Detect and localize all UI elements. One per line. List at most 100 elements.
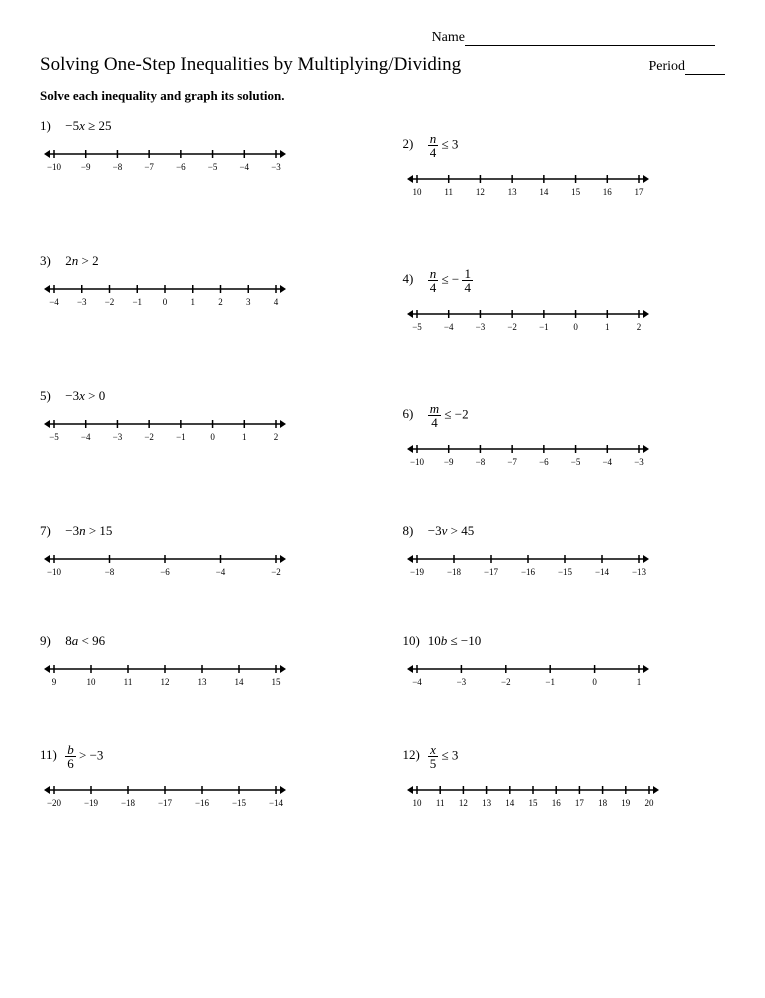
svg-text:2: 2	[636, 322, 641, 332]
svg-text:15: 15	[571, 187, 581, 197]
number-line-wrap: −4−3−2−101234	[40, 279, 363, 313]
svg-text:9: 9	[52, 677, 57, 687]
svg-text:14: 14	[505, 798, 515, 808]
number-line: −10−9−8−7−6−5−4−3	[403, 439, 653, 473]
svg-text:2: 2	[274, 432, 279, 442]
svg-text:0: 0	[210, 432, 215, 442]
svg-text:−4: −4	[412, 677, 422, 687]
problem: 2) n4 ≤ 31011121314151617	[403, 132, 726, 203]
problem: 5) −3x > 0−5−4−3−2−1012	[40, 388, 363, 473]
svg-text:−9: −9	[81, 162, 91, 172]
title-row: Solving One-Step Inequalities by Multipl…	[40, 54, 725, 76]
svg-text:−10: −10	[47, 567, 62, 577]
svg-text:2: 2	[218, 297, 223, 307]
svg-text:−2: −2	[271, 567, 281, 577]
svg-text:−2: −2	[507, 322, 517, 332]
svg-text:1: 1	[191, 297, 196, 307]
svg-text:20: 20	[644, 798, 654, 808]
number-line-wrap: −10−9−8−7−6−5−4−3	[403, 439, 726, 473]
svg-text:0: 0	[163, 297, 168, 307]
svg-text:−4: −4	[239, 162, 249, 172]
number-line: −19−18−17−16−15−14−13	[403, 549, 653, 583]
svg-text:−2: −2	[501, 677, 511, 687]
svg-text:−3: −3	[634, 457, 644, 467]
period-field: Period	[648, 59, 725, 75]
number-line-wrap: −19−18−17−16−15−14−13	[403, 549, 726, 583]
svg-text:19: 19	[621, 798, 631, 808]
svg-text:−17: −17	[158, 798, 173, 808]
instructions: Solve each inequality and graph its solu…	[40, 88, 725, 104]
problem-statement: 1) −5x ≥ 25	[40, 118, 363, 134]
number-line-wrap: −4−3−2−101	[403, 659, 726, 693]
svg-text:−5: −5	[49, 432, 59, 442]
number-line: −4−3−2−101	[403, 659, 653, 693]
svg-text:13: 13	[198, 677, 208, 687]
svg-text:−20: −20	[47, 798, 62, 808]
svg-text:−8: −8	[113, 162, 123, 172]
svg-text:10: 10	[412, 187, 422, 197]
svg-text:−3: −3	[271, 162, 281, 172]
svg-text:16: 16	[602, 187, 612, 197]
svg-text:−1: −1	[539, 322, 549, 332]
svg-text:−3: −3	[456, 677, 466, 687]
number-line: 1011121314151617181920	[403, 780, 663, 814]
problem-statement: 3) 2n > 2	[40, 253, 363, 269]
problem: 12) x5 ≤ 31011121314151617181920	[403, 743, 726, 814]
svg-text:−4: −4	[216, 567, 226, 577]
problem-statement: 11) b6 > −3	[40, 743, 363, 770]
svg-text:−6: −6	[160, 567, 170, 577]
problem-statement: 8) −3v > 45	[403, 523, 726, 539]
svg-text:12: 12	[475, 187, 484, 197]
number-line: −5−4−3−2−1012	[40, 414, 290, 448]
svg-text:−3: −3	[475, 322, 485, 332]
problem: 3) 2n > 2−4−3−2−101234	[40, 253, 363, 338]
svg-text:12: 12	[161, 677, 170, 687]
svg-text:−1: −1	[545, 677, 555, 687]
number-line: 1011121314151617	[403, 169, 653, 203]
svg-text:16: 16	[551, 798, 561, 808]
svg-text:−6: −6	[176, 162, 186, 172]
svg-text:1: 1	[605, 322, 610, 332]
number-line-wrap: −10 −8 −6 −4 −2	[40, 549, 363, 583]
number-line: −4−3−2−101234	[40, 279, 290, 313]
svg-text:−4: −4	[443, 322, 453, 332]
svg-text:17: 17	[634, 187, 644, 197]
svg-text:−1: −1	[132, 297, 142, 307]
number-line: −20−19−18−17−16−15−14	[40, 780, 290, 814]
svg-text:−14: −14	[269, 798, 284, 808]
svg-text:−4: −4	[49, 297, 59, 307]
svg-text:−7: −7	[507, 457, 517, 467]
svg-text:−18: −18	[121, 798, 136, 808]
problem-statement: 9) 8a < 96	[40, 633, 363, 649]
svg-text:−2: −2	[105, 297, 115, 307]
number-line-wrap: 1011121314151617181920	[403, 780, 726, 814]
number-line: −10−9−8−7−6−5−4−3	[40, 144, 290, 178]
svg-text:10: 10	[412, 798, 422, 808]
problem: 6) m4 ≤ −2−10−9−8−7−6−5−4−3	[403, 402, 726, 473]
page-title: Solving One-Step Inequalities by Multipl…	[40, 54, 461, 76]
name-label: Name	[432, 30, 465, 45]
problem: 11) b6 > −3−20−19−18−17−16−15−14	[40, 743, 363, 814]
problem-statement: 12) x5 ≤ 3	[403, 743, 726, 770]
svg-text:−16: −16	[195, 798, 210, 808]
svg-text:11: 11	[444, 187, 453, 197]
svg-text:−13: −13	[631, 567, 646, 577]
number-line: 9101112131415	[40, 659, 290, 693]
number-line-wrap: −5−4−3−2−1012	[40, 414, 363, 448]
svg-text:14: 14	[539, 187, 549, 197]
svg-text:−8: −8	[105, 567, 115, 577]
svg-text:−18: −18	[446, 567, 461, 577]
number-line-wrap: 1011121314151617	[403, 169, 726, 203]
svg-text:−9: −9	[443, 457, 453, 467]
name-field: Name	[40, 30, 715, 46]
svg-text:1: 1	[636, 677, 641, 687]
number-line: −10 −8 −6 −4 −2	[40, 549, 290, 583]
svg-text:10: 10	[87, 677, 97, 687]
svg-text:−19: −19	[84, 798, 99, 808]
problem: 4) n4 ≤ − 14−5−4−3−2−1012	[403, 267, 726, 338]
problem: 9) 8a < 969101112131415	[40, 633, 363, 693]
svg-text:−5: −5	[412, 322, 422, 332]
svg-text:−14: −14	[594, 567, 609, 577]
svg-text:12: 12	[458, 798, 467, 808]
svg-text:1: 1	[242, 432, 247, 442]
